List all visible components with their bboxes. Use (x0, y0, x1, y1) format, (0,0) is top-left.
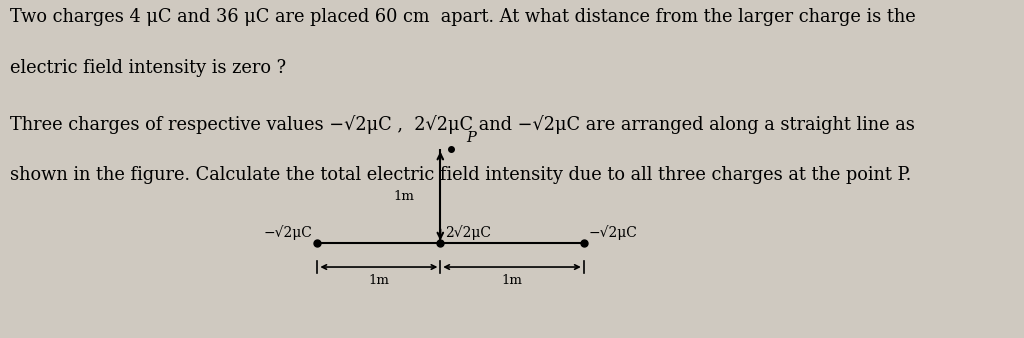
Text: Three charges of respective values −√2μC ,  2√2μC and −√2μC are arranged along a: Three charges of respective values −√2μC… (10, 115, 915, 134)
Text: Two charges 4 μC and 36 μC are placed 60 cm  apart. At what distance from the la: Two charges 4 μC and 36 μC are placed 60… (10, 8, 916, 26)
Text: shown in the figure. Calculate the total electric field intensity due to all thr: shown in the figure. Calculate the total… (10, 166, 911, 184)
Text: −√2μC: −√2μC (589, 225, 638, 240)
Text: 1m: 1m (394, 190, 415, 202)
Text: 1m: 1m (369, 274, 389, 287)
Text: 1m: 1m (502, 274, 522, 287)
Text: electric field intensity is zero ?: electric field intensity is zero ? (10, 59, 287, 77)
Text: P: P (466, 131, 476, 145)
Text: 2√2μC: 2√2μC (445, 225, 492, 240)
Text: −√2μC: −√2μC (263, 225, 312, 240)
